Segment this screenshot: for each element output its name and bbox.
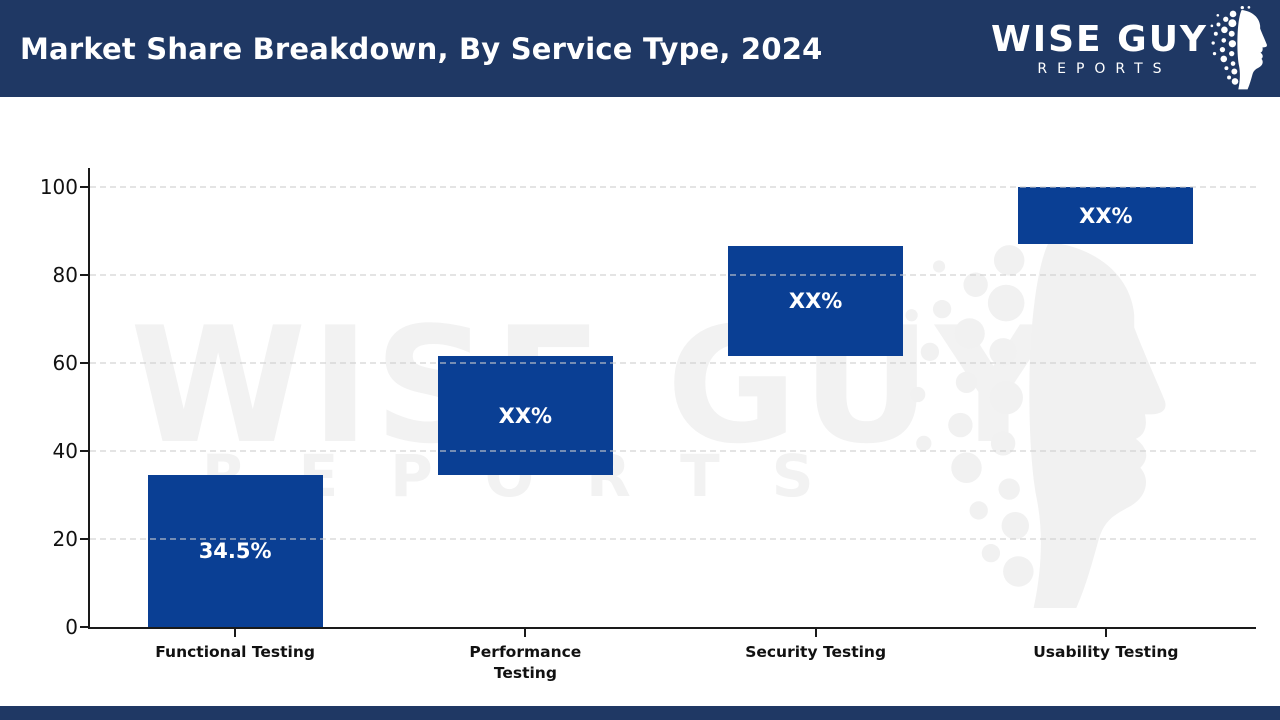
x-tick-label: Security Testing <box>745 643 887 661</box>
x-tick-label: Performance Testing <box>469 643 582 682</box>
header-band: Market Share Breakdown, By Service Type,… <box>0 0 1280 97</box>
x-tickmark <box>234 629 237 637</box>
y-tickmark <box>80 186 88 188</box>
gridline <box>90 450 1256 452</box>
bar-value-label: XX% <box>498 403 553 428</box>
bar-value-label: XX% <box>788 289 843 314</box>
x-tick-label: Functional Testing <box>155 643 315 661</box>
footer-band <box>0 706 1280 720</box>
bar-usability-testing: XX% <box>1018 187 1194 245</box>
y-tick-label: 60 <box>52 351 78 375</box>
y-tick-label: 20 <box>52 527 78 551</box>
y-tickmark <box>80 450 88 452</box>
y-axis <box>88 168 90 629</box>
bar-security-testing: XX% <box>728 246 904 357</box>
bar-value-label: XX% <box>1079 203 1133 228</box>
x-tick-label: Usability Testing <box>1033 643 1179 661</box>
gridline <box>90 274 1256 276</box>
x-tickmark <box>524 629 527 637</box>
y-tickmark <box>80 626 88 628</box>
y-tickmark <box>80 274 88 276</box>
logo-wordmark: WISE GUY <box>990 19 1208 61</box>
x-tickmark <box>1104 629 1107 637</box>
logo-text: WISE GUY REPORTS <box>991 21 1208 77</box>
y-tick-label: 80 <box>52 263 78 287</box>
y-tickmark <box>80 538 88 540</box>
logo-subtitle: REPORTS <box>1037 60 1172 77</box>
x-tickmark <box>814 629 817 637</box>
y-tick-label: 40 <box>52 439 78 463</box>
wise-guy-reports-logo: WISE GUY REPORTS <box>991 4 1272 94</box>
gridline <box>90 362 1256 364</box>
bar-value-label: 34.5% <box>198 539 272 564</box>
y-tick-label: 100 <box>39 175 78 199</box>
y-tick-label: 0 <box>65 615 78 639</box>
x-axis <box>88 627 1256 629</box>
gridline <box>90 186 1256 188</box>
gridline <box>90 538 1256 540</box>
chart-title: Market Share Breakdown, By Service Type,… <box>20 31 823 66</box>
bar-functional-testing: 34.5% <box>147 475 323 627</box>
bar-performance-testing: XX% <box>437 356 613 476</box>
y-tickmark <box>80 362 88 364</box>
